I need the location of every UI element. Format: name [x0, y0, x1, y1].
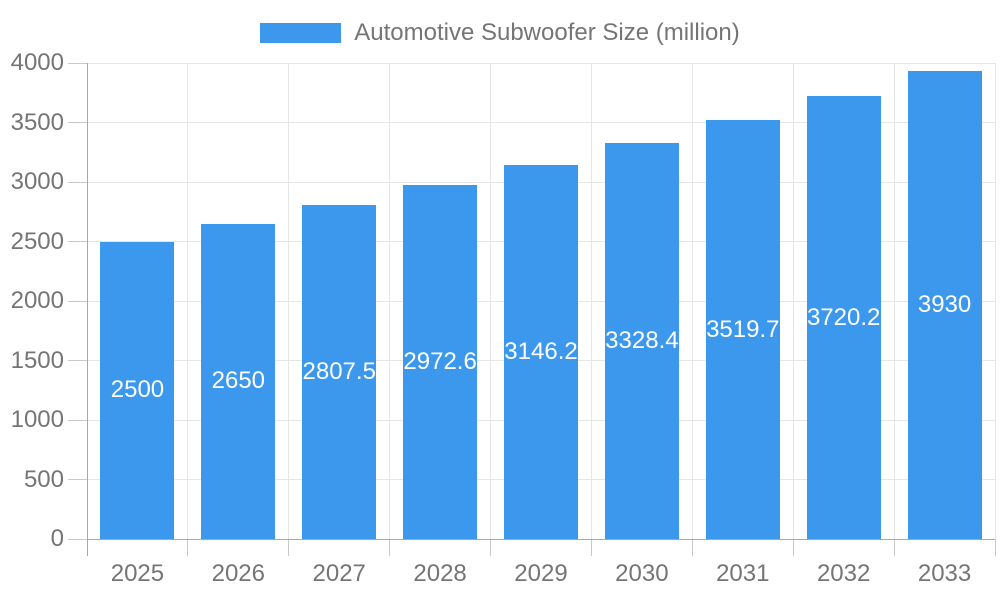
y-axis-label: 0	[50, 525, 64, 552]
bar[interactable]: 2500	[100, 241, 175, 539]
x-axis-tick	[691, 539, 693, 556]
x-axis-label: 2026	[211, 560, 265, 587]
v-gridline	[994, 63, 996, 539]
bar-value-label: 2972.6	[403, 348, 477, 376]
legend-label: Automotive Subwoofer Size (million)	[354, 19, 740, 46]
x-axis-tick	[994, 539, 996, 556]
x-axis-tick	[893, 539, 895, 556]
x-axis-tick	[792, 539, 794, 556]
y-axis-tick	[68, 62, 87, 64]
y-axis-label: 2500	[10, 227, 64, 255]
y-axis-line	[86, 63, 88, 556]
v-gridline	[792, 63, 794, 539]
x-axis-label: 2033	[917, 560, 972, 587]
legend-swatch	[260, 23, 342, 43]
y-axis-tick	[68, 122, 87, 123]
y-axis-label: 2000	[10, 287, 64, 314]
y-axis-label: 3500	[10, 108, 64, 136]
x-axis-label: 2032	[816, 560, 871, 587]
x-axis-line	[87, 538, 995, 540]
bar-value-label: 3146.2	[504, 337, 578, 365]
bar-value-label: 3720.2	[806, 303, 881, 331]
legend[interactable]: Automotive Subwoofer Size (million)	[0, 21, 1000, 45]
v-gridline	[893, 63, 895, 539]
bar-value-label: 2650	[211, 367, 266, 395]
v-gridline	[590, 63, 592, 539]
y-axis-tick	[68, 300, 87, 302]
bar-value-label: 2807.5	[302, 357, 376, 385]
y-axis-label: 4000	[10, 49, 64, 76]
bar-value-label: 3519.7	[706, 315, 780, 343]
y-axis-tick	[68, 479, 87, 480]
plot-area: 2500 2650 2807.5 2972.6 3146.2 3328.4 3519.7 37…	[87, 62, 996, 539]
x-axis-tick	[490, 539, 492, 556]
y-axis-label: 500	[23, 465, 64, 493]
x-axis-label: 2029	[514, 560, 568, 587]
v-gridline	[389, 63, 391, 539]
bar[interactable]: 3146.2	[504, 164, 578, 539]
x-axis-label: 2031	[716, 560, 770, 587]
h-gridline	[87, 122, 995, 123]
v-gridline	[691, 63, 693, 539]
x-axis-label: 2030	[615, 560, 669, 587]
y-axis-tick	[68, 360, 87, 361]
x-axis-tick	[288, 539, 290, 556]
x-axis-tick	[389, 539, 391, 556]
h-gridline	[87, 62, 995, 64]
y-axis-tick	[68, 241, 87, 242]
y-axis-label: 1500	[10, 346, 64, 374]
bar[interactable]: 3328.4	[604, 142, 679, 539]
v-gridline	[490, 63, 492, 539]
bar-value-label: 3328.4	[605, 326, 679, 354]
y-axis-label: 1000	[10, 406, 64, 433]
bar[interactable]: 2650	[201, 223, 276, 539]
bar-value-label: 3930	[917, 291, 972, 319]
bar[interactable]: 3519.7	[705, 120, 780, 539]
bar[interactable]: 2972.6	[403, 185, 478, 539]
y-axis-tick	[68, 538, 87, 540]
y-axis-label: 3000	[10, 168, 64, 195]
x-axis-label: 2027	[312, 560, 366, 587]
x-axis-tick	[590, 539, 592, 556]
bar[interactable]: 2807.5	[302, 204, 377, 539]
x-axis-label: 2025	[110, 560, 165, 587]
v-gridline	[187, 63, 189, 539]
bar-value-label: 2500	[110, 376, 165, 404]
bar[interactable]: 3930	[907, 71, 982, 539]
x-axis-tick	[187, 539, 189, 556]
y-axis-tick	[68, 181, 87, 183]
v-gridline	[288, 63, 290, 539]
bar[interactable]: 3720.2	[806, 96, 881, 539]
x-axis-label: 2028	[413, 560, 467, 587]
y-axis-tick	[68, 419, 87, 421]
